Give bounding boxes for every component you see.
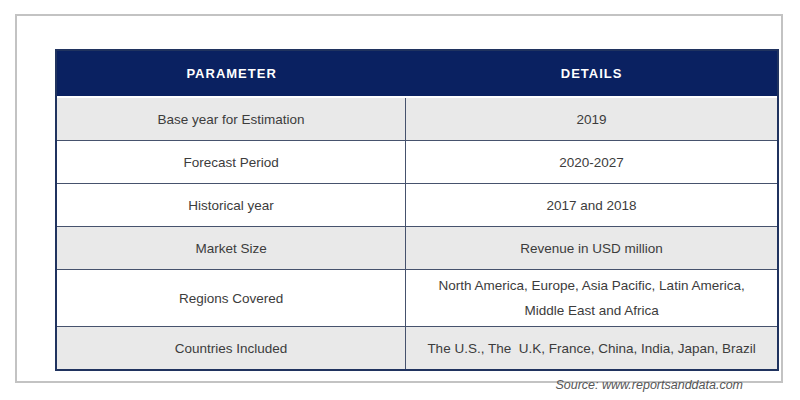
parameter-cell: Base year for Estimation [57,98,406,140]
table-row: Historical year 2017 and 2018 [57,183,777,226]
table-row: Base year for Estimation 2019 [57,96,777,140]
details-cell: Revenue in USD million [406,227,777,269]
parameter-cell: Forecast Period [57,141,406,183]
table-row: Regions Covered North America, Europe, A… [57,269,777,326]
parameter-cell: Historical year [57,184,406,226]
header-cell-details: DETAILS [406,51,777,96]
table-header-row: PARAMETER DETAILS [57,51,777,96]
parameter-cell: Countries Included [57,327,406,369]
table-row: Countries Included The U.S., The U.K, Fr… [57,326,777,369]
source-attribution: Source: www.reportsanddata.com [555,378,743,392]
header-cell-parameter: PARAMETER [57,51,406,96]
details-cell: 2020-2027 [406,141,777,183]
parameter-cell: Market Size [57,227,406,269]
table-row: Market Size Revenue in USD million [57,226,777,269]
parameter-cell: Regions Covered [57,270,406,326]
report-frame: PARAMETER DETAILS Base year for Estimati… [15,14,783,383]
parameters-table: PARAMETER DETAILS Base year for Estimati… [55,49,779,371]
details-cell: 2019 [406,98,777,140]
details-cell: 2017 and 2018 [406,184,777,226]
details-cell: The U.S., The U.K, France, China, India,… [406,327,777,369]
table-row: Forecast Period 2020-2027 [57,140,777,183]
details-cell: North America, Europe, Asia Pacific, Lat… [406,270,777,326]
